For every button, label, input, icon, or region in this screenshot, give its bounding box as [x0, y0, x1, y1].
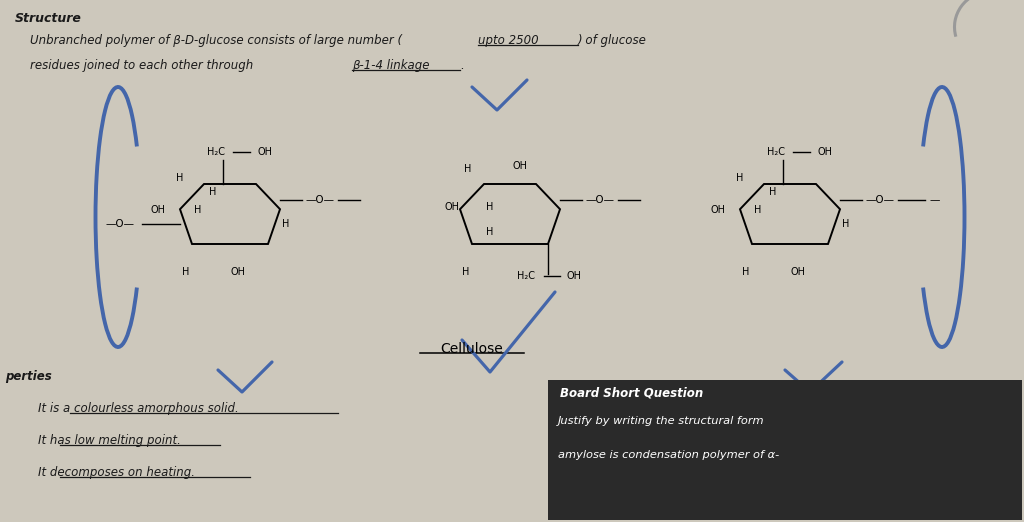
Text: H: H [486, 227, 494, 237]
Text: H: H [195, 205, 202, 215]
Text: H₂C: H₂C [767, 147, 785, 157]
Text: H: H [462, 267, 470, 277]
Text: Cellulose: Cellulose [440, 342, 504, 356]
Text: —: — [930, 195, 940, 205]
Text: H: H [843, 219, 850, 229]
Text: Structure: Structure [15, 12, 82, 25]
Text: H: H [736, 173, 743, 183]
Text: Board Short Question: Board Short Question [560, 386, 703, 399]
Text: perties: perties [5, 370, 52, 383]
Text: —O—: —O— [586, 195, 614, 205]
Text: OH: OH [444, 202, 460, 212]
Text: H: H [464, 164, 472, 174]
Text: —O—: —O— [305, 195, 335, 205]
Text: OH: OH [151, 205, 166, 215]
Text: H: H [283, 219, 290, 229]
Text: residues joined to each other through: residues joined to each other through [30, 59, 257, 72]
Text: —O—: —O— [105, 219, 134, 229]
Text: It has low melting point.: It has low melting point. [38, 434, 181, 447]
Text: ) of glucose: ) of glucose [578, 34, 647, 47]
Text: OH: OH [257, 147, 272, 157]
Text: It decomposes on heating.: It decomposes on heating. [38, 466, 195, 479]
Text: H: H [742, 267, 750, 277]
Text: OH: OH [791, 267, 806, 277]
Text: H: H [209, 187, 217, 197]
Text: Unbranched polymer of β-D-glucose consists of large number (: Unbranched polymer of β-D-glucose consis… [30, 34, 402, 47]
Text: —O—: —O— [865, 195, 895, 205]
Text: β-1-4 linkage: β-1-4 linkage [352, 59, 429, 72]
Text: Justify by writing the structural form: Justify by writing the structural form [558, 416, 765, 426]
Text: H: H [755, 205, 762, 215]
FancyBboxPatch shape [548, 380, 1022, 520]
Text: OH: OH [230, 267, 246, 277]
Text: OH: OH [566, 271, 582, 281]
Text: It is a colourless amorphous solid.: It is a colourless amorphous solid. [38, 402, 239, 415]
Text: H₂C: H₂C [517, 271, 535, 281]
Text: H: H [182, 267, 189, 277]
Text: H: H [769, 187, 776, 197]
Text: OH: OH [512, 161, 527, 171]
Text: .: . [460, 59, 464, 72]
Text: OH: OH [711, 205, 725, 215]
Text: H: H [176, 173, 183, 183]
Text: H₂C: H₂C [207, 147, 225, 157]
Text: upto 2500: upto 2500 [478, 34, 539, 47]
Text: OH: OH [817, 147, 833, 157]
Text: H: H [486, 202, 494, 212]
Text: amylose is condensation polymer of α-: amylose is condensation polymer of α- [558, 450, 779, 460]
